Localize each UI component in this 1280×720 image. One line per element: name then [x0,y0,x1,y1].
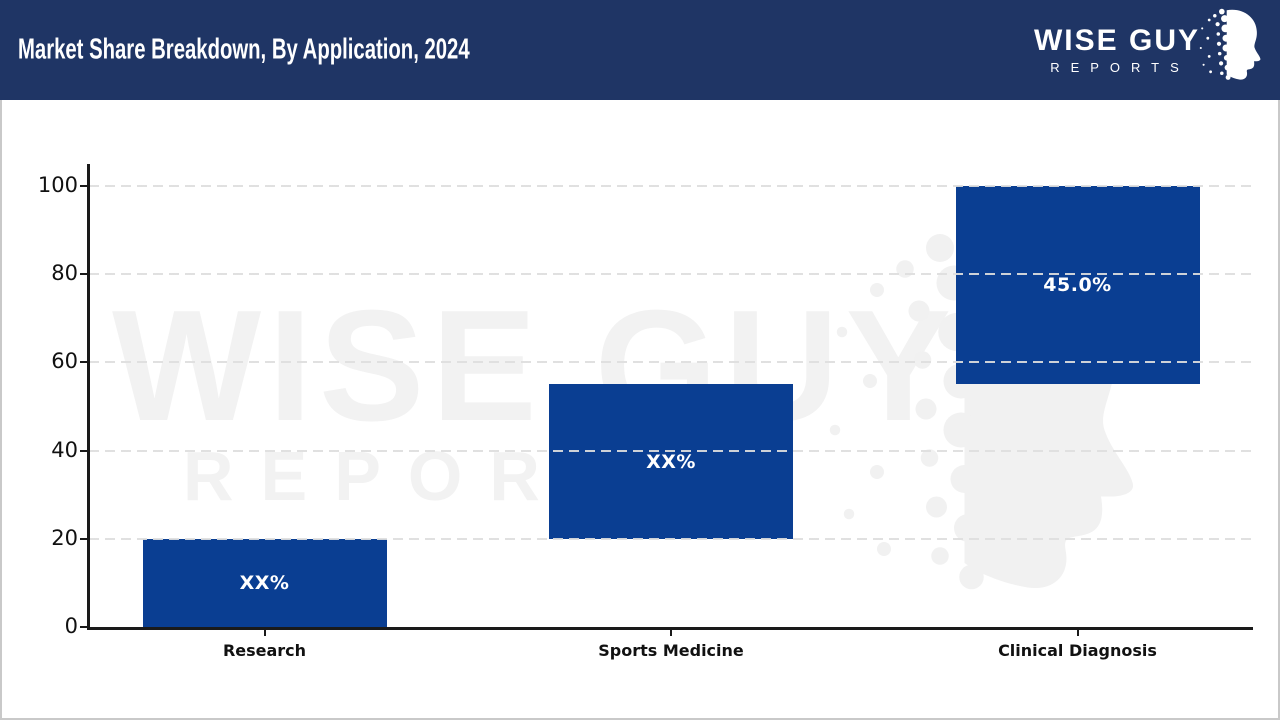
y-tick [80,449,89,452]
bar-research: XX% [142,538,387,627]
x-tick [1076,629,1079,636]
brand-name: WISE GUY [1033,24,1200,57]
category-label-clinical-diagnosis: Clinical Diagnosis [998,641,1157,660]
brand-subname: REPORTS [1050,60,1190,75]
gridline [89,449,1253,452]
gridline [89,185,1253,187]
y-tick [80,537,89,540]
bar-clinical-diagnosis: 45.0% [955,186,1200,385]
page-title: Market Share Breakdown, By Application, … [18,33,470,66]
y-tick-label: 60 [51,349,78,374]
logo-face-icon [1199,8,1261,80]
y-tick-label: 0 [64,614,78,638]
gridline [89,361,1253,364]
brand-logo: WISE GUY REPORTS [1034,6,1274,94]
x-axis-line [87,627,1253,630]
bar-value-label: 45.0% [1043,274,1112,297]
y-tick [80,626,89,628]
y-tick [80,273,89,276]
category-label-research: Research [222,641,307,660]
bar-value-label: XX% [646,450,696,473]
brand-logo-text: WISE GUY REPORTS [1033,24,1200,76]
category-label-sports-medicine: Sports Medicine [598,641,744,660]
gridline [89,537,1253,540]
y-tick [80,185,89,187]
y-tick-label: 80 [51,261,78,286]
bar-sports-medicine: XX% [549,384,793,539]
x-tick [263,629,266,636]
header-bar: Market Share Breakdown, By Application, … [0,0,1280,100]
y-axis-line [87,163,90,630]
y-tick-label: 100 [37,173,78,197]
watermark-text-line1: WISE GUY [112,278,959,454]
y-tick-label: 20 [51,525,78,550]
gridline [89,273,1253,276]
bar-value-label: XX% [239,571,290,594]
y-tick-label: 40 [51,437,78,462]
y-tick [80,361,89,364]
x-tick [670,629,672,636]
